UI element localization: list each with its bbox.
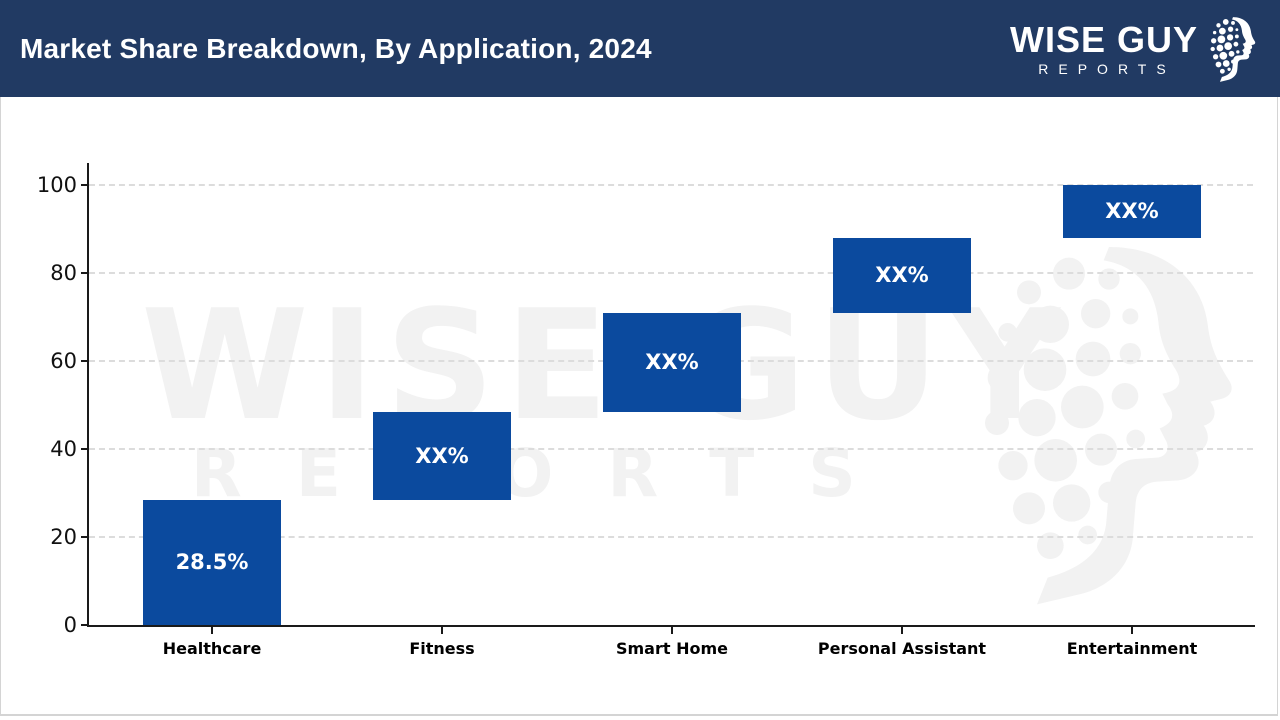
bar-fitness: XX% (373, 411, 511, 500)
y-tick-label: 80 (50, 261, 77, 285)
chart-area: WISE GUY REPORTS 0 20 40 60 80 100 Healthcare F… (0, 97, 1278, 716)
y-tick-mark (81, 624, 89, 626)
y-tick-label: 40 (50, 437, 77, 461)
y-tick-mark (81, 272, 89, 274)
x-tick-mark (441, 627, 443, 634)
x-tick-mark (211, 627, 213, 634)
x-tick-label: Entertainment (1066, 639, 1198, 658)
face-profile-icon (1210, 16, 1256, 82)
bar-smart-home: XX% (603, 312, 741, 412)
bar-value-label: XX% (1105, 199, 1159, 224)
header: Market Share Breakdown, By Application, … (0, 0, 1280, 97)
bar-healthcare: 28.5% (143, 499, 281, 625)
y-tick-mark (81, 360, 89, 362)
bar-value-label: XX% (645, 350, 699, 375)
brand-logo: WISE GUY REPORTS (1010, 12, 1262, 86)
bar-value-label: XX% (415, 443, 469, 468)
x-axis (87, 625, 1255, 627)
y-tick-mark (81, 536, 89, 538)
x-tick-label: Personal Assistant (817, 639, 987, 658)
y-tick-label: 100 (36, 173, 77, 197)
brand-logo-text: WISE GUY REPORTS (1009, 18, 1198, 77)
x-tick-label: Smart Home (615, 639, 728, 658)
bar-value-label: 28.5% (175, 550, 249, 575)
gridline-40 (89, 448, 1253, 450)
bar-entertainment: XX% (1063, 185, 1201, 238)
watermark-face-icon (985, 247, 1232, 605)
x-tick-mark (671, 627, 673, 634)
gridline-80 (89, 272, 1253, 274)
page-title: Market Share Breakdown, By Application, … (20, 32, 652, 64)
x-tick-label: Healthcare (162, 639, 262, 658)
x-tick-mark (1131, 627, 1133, 634)
y-tick-label: 20 (50, 525, 77, 549)
y-tick-mark (81, 448, 89, 450)
bar-personal-assistant: XX% (833, 237, 971, 313)
y-tick-label: 60 (50, 349, 77, 373)
watermark-tagline: REPORTS (191, 435, 910, 512)
brand-tagline: REPORTS (1038, 60, 1176, 77)
y-tick-label: 0 (63, 613, 77, 637)
y-axis (87, 163, 89, 627)
gridline-20 (89, 536, 1253, 538)
y-tick-mark (81, 184, 89, 186)
brand-name: WISE GUY (1009, 18, 1198, 60)
x-tick-mark (901, 627, 903, 634)
gridline-100 (89, 184, 1253, 186)
x-tick-label: Fitness (409, 639, 475, 658)
bar-value-label: XX% (875, 263, 929, 288)
